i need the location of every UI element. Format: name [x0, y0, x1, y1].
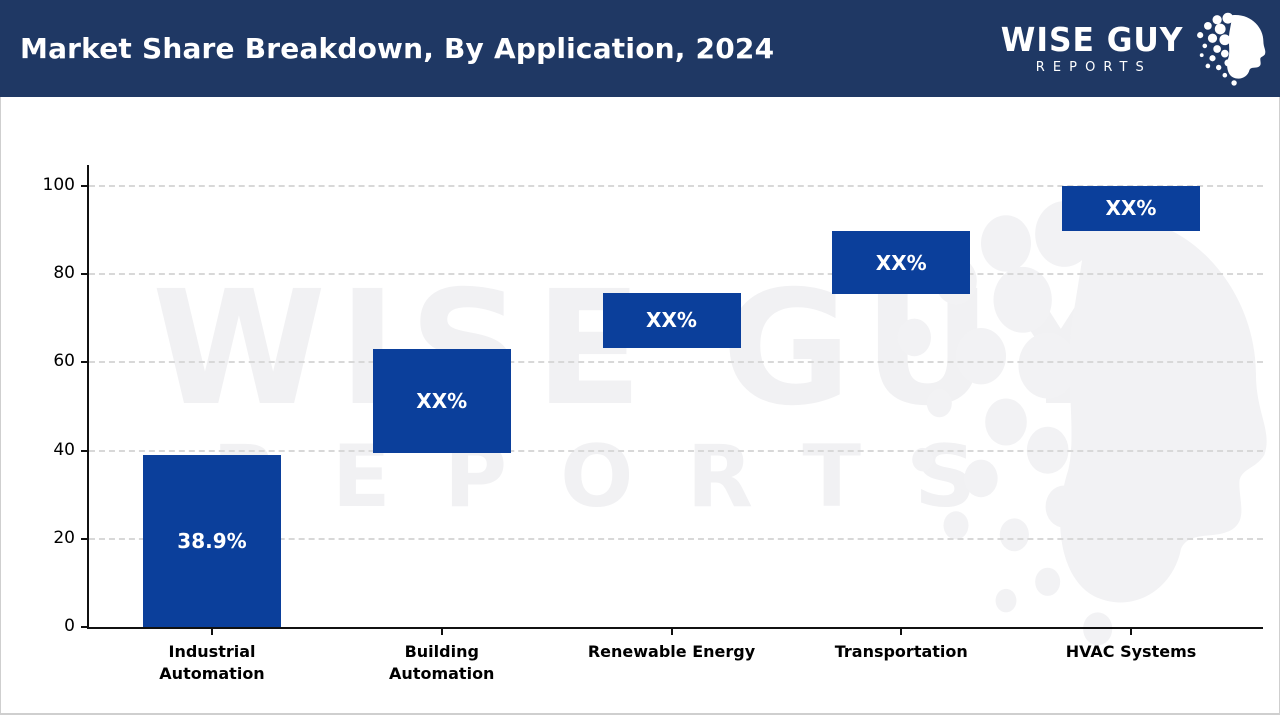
x-category-label-line: Industrial — [168, 642, 256, 661]
y-tick-label: 0 — [64, 616, 75, 636]
bar — [1062, 185, 1200, 232]
bar-value-label: XX% — [875, 250, 927, 275]
bar-value-label: XX% — [646, 308, 697, 333]
gridline — [89, 537, 1263, 540]
bar-value-label: XX% — [1105, 196, 1157, 221]
chart-panel: WISE GUY REPORTS 0 20 40 60 80 100 38.9% Indust… — [0, 97, 1280, 715]
y-axis-line — [87, 165, 89, 629]
x-category-label-line: Automation — [389, 663, 495, 683]
x-category-label-line: HVAC Systems — [1065, 642, 1197, 661]
x-axis-line — [87, 627, 1263, 629]
x-tick — [440, 629, 443, 635]
y-tick — [81, 361, 89, 364]
x-tick — [211, 629, 213, 635]
gridline — [89, 361, 1263, 364]
plot-area: 0 20 40 60 80 100 38.9% Industrial Automation XX%… — [1, 97, 1279, 713]
y-tick-label: 40 — [53, 439, 75, 460]
gridline — [89, 273, 1263, 276]
gridline — [89, 449, 1263, 452]
bar — [832, 230, 971, 295]
y-tick-label: 100 — [42, 175, 75, 195]
brand-logo: WISE GUY REPORTS — [996, 0, 1268, 97]
x-tick — [670, 629, 673, 635]
x-tick — [900, 629, 903, 635]
x-category-label-line: Building — [404, 642, 479, 661]
header-bar: Market Share Breakdown, By Application, … — [0, 0, 1280, 97]
y-tick-label: 20 — [53, 527, 75, 548]
head-profile-icon — [1197, 12, 1266, 86]
y-tick — [81, 626, 89, 628]
y-tick — [81, 273, 89, 276]
y-tick-label: 80 — [53, 263, 75, 284]
x-category-label: Industrial Automation — [97, 641, 327, 684]
brand-logo-text: WISE GUY REPORTS — [996, 23, 1188, 74]
brand-name: WISE GUY — [1000, 20, 1184, 59]
x-category-label: Transportation — [786, 641, 1016, 663]
y-tick-label: 60 — [53, 351, 75, 372]
x-category-label-line: Automation — [159, 663, 265, 683]
brand-subname: REPORTS — [1035, 60, 1152, 75]
bar — [602, 292, 741, 348]
x-category-label: HVAC Systems — [1016, 641, 1246, 663]
bar — [372, 348, 511, 454]
x-tick — [1130, 629, 1132, 635]
x-category-label-line: Renewable Energy — [587, 642, 756, 661]
page-title: Market Share Breakdown, By Application, … — [20, 32, 775, 65]
x-category-label: Renewable Energy — [557, 641, 787, 663]
gridline — [89, 185, 1263, 187]
x-category-label: Building Automation — [327, 641, 557, 684]
x-category-label-line: Transportation — [834, 642, 968, 661]
y-tick — [81, 449, 89, 452]
y-tick — [81, 537, 89, 540]
bar-value-label: 38.9% — [177, 529, 247, 554]
bar — [143, 455, 281, 627]
y-tick — [81, 185, 89, 187]
bar-value-label: XX% — [416, 388, 468, 413]
